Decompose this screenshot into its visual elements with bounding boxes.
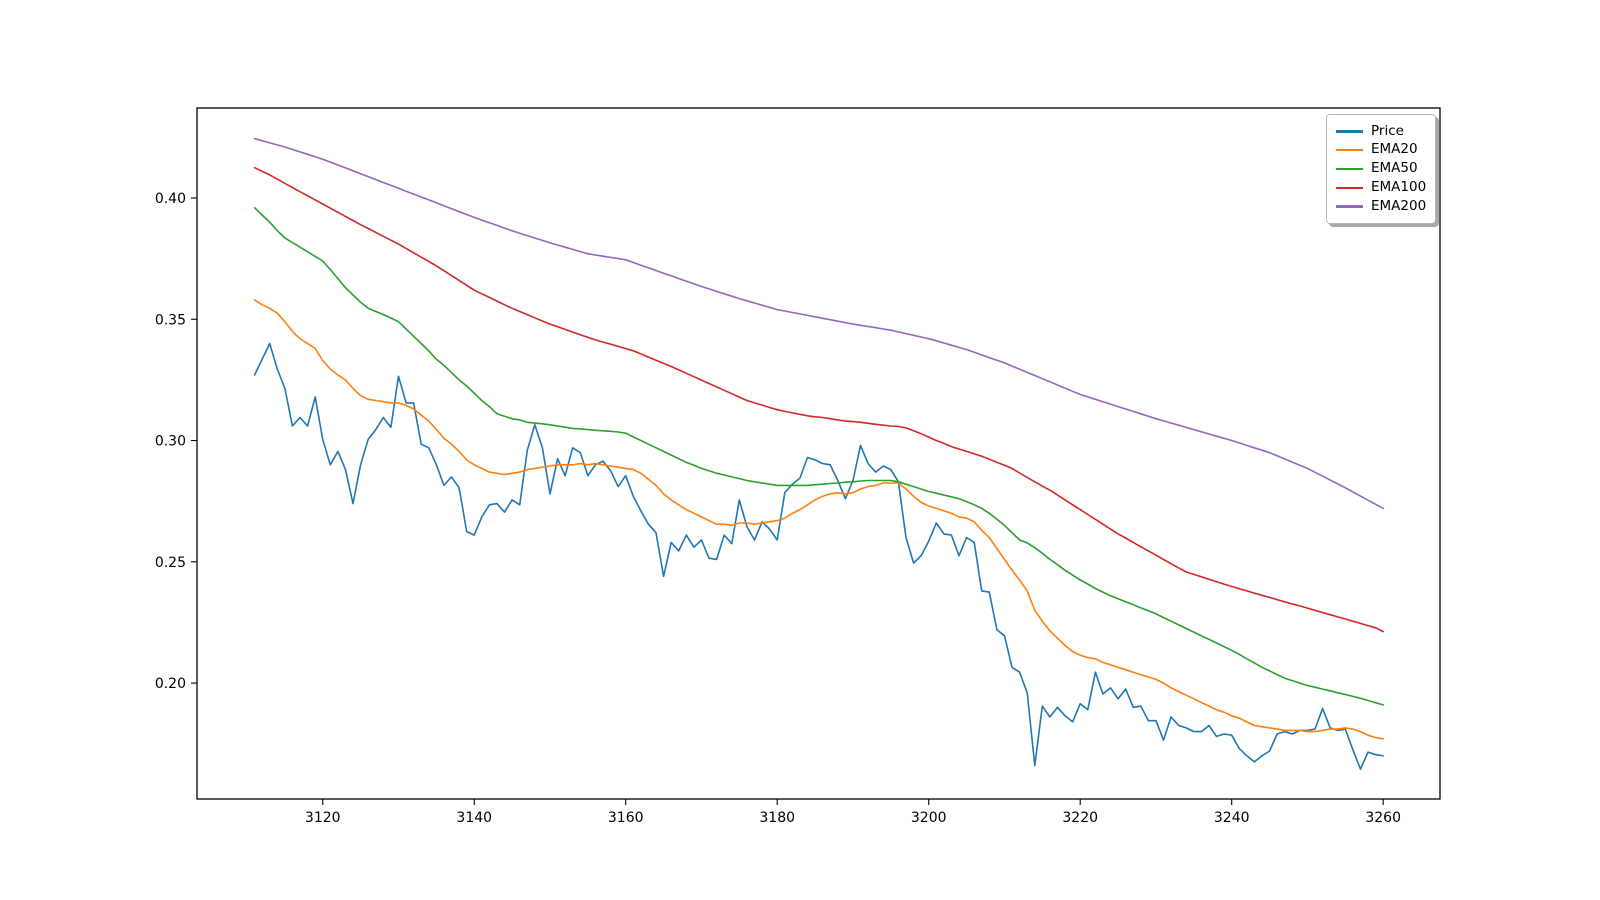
legend-label-ema200: EMA200 [1371,197,1427,214]
legend-line-sample-ema100 [1336,186,1363,190]
legend-item-ema20: EMA20 [1336,141,1425,160]
x-tick-label: 3240 [1214,810,1250,826]
legend-label-price: Price [1371,122,1404,139]
y-tick-label: 0.40 [155,191,186,207]
y-tick-label: 0.35 [155,312,186,328]
x-tick-label: 3220 [1062,810,1098,826]
y-tick-label: 0.30 [155,434,186,450]
x-tick-label: 3160 [608,810,644,826]
x-tick-label: 3260 [1365,810,1401,826]
x-tick-label: 3200 [911,810,947,826]
x-tick-label: 3120 [305,810,341,826]
legend-line-sample-price [1336,130,1363,133]
legend-item-ema50: EMA50 [1336,160,1425,179]
series-line-ema200 [253,137,1384,510]
y-tick-label: 0.20 [155,676,186,692]
series-line-ema20 [253,299,1384,740]
legend-item-ema200: EMA200 [1336,197,1427,216]
legend-item-price: Price [1336,122,1425,141]
legend-line-sample-ema50 [1336,167,1363,171]
legend-line-sample-ema20 [1336,148,1363,152]
legend: Price EMA20 EMA50 EMA100 EMA200 [1326,114,1436,224]
legend-item-ema100: EMA100 [1336,178,1427,197]
series-line-ema100 [253,166,1384,633]
series-line-price [253,342,1384,771]
y-tick-label: 0.25 [155,555,186,571]
series-line-ema50 [253,206,1384,706]
legend-label-ema50: EMA50 [1371,160,1418,177]
x-tick-label: 3180 [759,810,795,826]
axes-spines [196,107,1441,800]
legend-line-sample-ema200 [1336,205,1363,208]
legend-label-ema100: EMA100 [1371,179,1427,196]
legend-label-ema20: EMA20 [1371,141,1418,158]
x-tick-label: 3140 [456,810,492,826]
